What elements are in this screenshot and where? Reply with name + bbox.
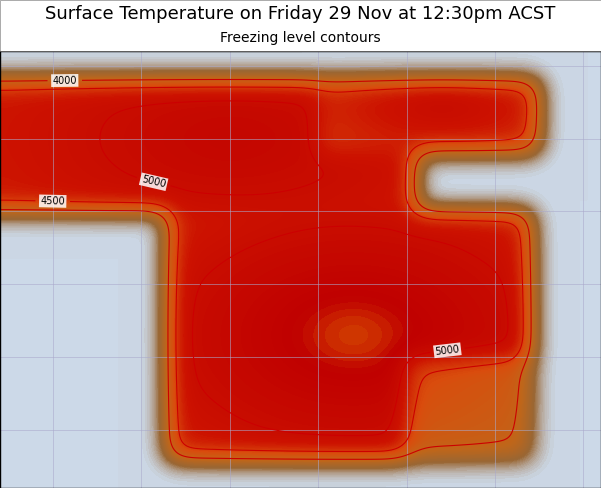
Text: 4000: 4000	[52, 75, 77, 85]
Text: 5000: 5000	[435, 344, 460, 357]
Text: Surface Temperature on Friday 29 Nov at 12:30pm ACST: Surface Temperature on Friday 29 Nov at …	[45, 5, 556, 23]
Text: 4500: 4500	[40, 196, 65, 206]
Text: Freezing level contours: Freezing level contours	[220, 31, 381, 45]
Text: 5000: 5000	[141, 174, 166, 189]
